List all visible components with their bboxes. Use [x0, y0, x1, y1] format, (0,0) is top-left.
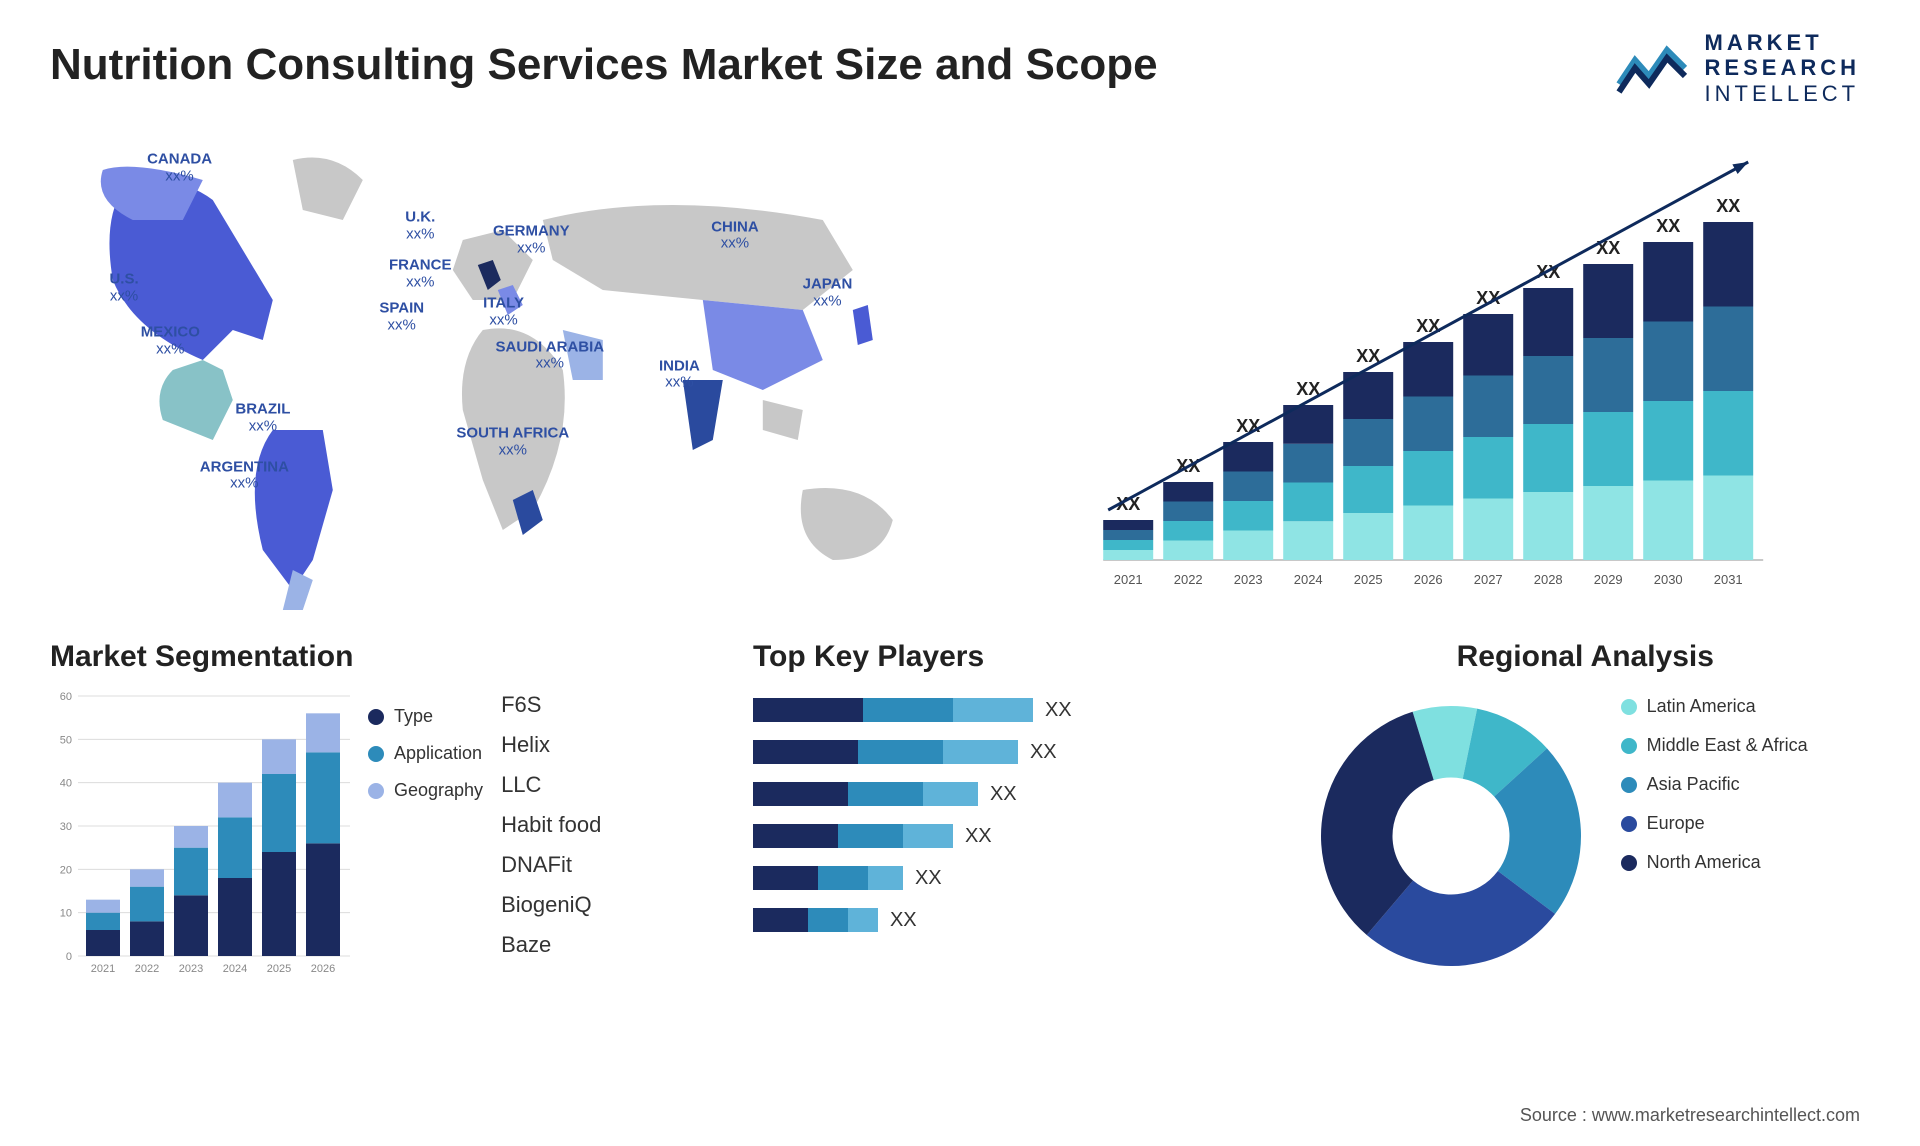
map-label-spain: SPAINxx%: [379, 301, 424, 334]
key-player-row: XX: [753, 866, 1271, 890]
svg-text:40: 40: [60, 778, 72, 790]
regional-legend: Latin America Middle East & Africa Asia Pa…: [1621, 686, 1808, 873]
svg-text:2031: 2031: [1713, 572, 1742, 587]
regional-legend-europe: Europe: [1621, 813, 1808, 834]
brand-logo: MARKET RESEARCH INTELLECT: [1615, 30, 1860, 106]
svg-text:XX: XX: [1716, 196, 1740, 216]
svg-text:30: 30: [60, 821, 72, 833]
svg-text:2022: 2022: [1173, 572, 1202, 587]
map-label-china: CHINAxx%: [711, 219, 759, 252]
map-label-canada: CANADAxx%: [147, 152, 212, 185]
segmentation-title: Market Segmentation: [50, 640, 723, 674]
logo-line1: MARKET: [1705, 30, 1860, 55]
map-label-mexico: MEXICOxx%: [141, 325, 200, 358]
key-player-row: XX: [753, 908, 1271, 932]
map-label-u-s-: U.S.xx%: [109, 272, 138, 305]
regional-title: Regional Analysis: [1301, 640, 1870, 674]
regional-legend-north-america: North America: [1621, 852, 1808, 873]
svg-text:2025: 2025: [267, 963, 291, 975]
list-item: DNAFit: [501, 852, 601, 878]
segmentation-chart: 0 10 20 30 40 50 60 2021 2022 2023 2024 2025 2026: [50, 686, 350, 986]
svg-text:10: 10: [60, 908, 72, 920]
svg-text:2025: 2025: [1353, 572, 1382, 587]
list-item: Habit food: [501, 812, 601, 838]
svg-text:2027: 2027: [1473, 572, 1502, 587]
svg-text:2022: 2022: [135, 963, 159, 975]
map-label-saudi-arabia: SAUDI ARABIAxx%: [496, 339, 605, 372]
key-players-panel: Top Key Players XX XX XX XX XX XX: [753, 640, 1271, 986]
key-player-row: XX: [753, 740, 1271, 764]
regional-panel: Regional Analysis Latin America Middle Ea…: [1301, 640, 1870, 986]
list-item: F6S: [501, 692, 601, 718]
svg-text:60: 60: [60, 691, 72, 703]
svg-text:2021: 2021: [91, 963, 115, 975]
map-label-brazil: BRAZILxx%: [235, 402, 290, 435]
svg-text:2024: 2024: [223, 963, 247, 975]
svg-text:XX: XX: [1656, 216, 1680, 236]
svg-text:2030: 2030: [1653, 572, 1682, 587]
svg-text:2026: 2026: [311, 963, 335, 975]
svg-text:2029: 2029: [1593, 572, 1622, 587]
map-label-italy: ITALYxx%: [483, 296, 524, 329]
map-label-u-k-: U.K.xx%: [405, 210, 435, 243]
segmentation-legend: Type Application Geography: [368, 686, 483, 986]
world-map: CANADAxx% U.S.xx%MEXICOxx% BRAZILxx% ARGENT…: [50, 130, 976, 610]
svg-text:2026: 2026: [1413, 572, 1442, 587]
regional-legend-latin-america: Latin America: [1621, 696, 1808, 717]
map-label-argentina: ARGENTINAxx%: [200, 459, 289, 492]
seg-legend-type: Type: [368, 706, 483, 727]
svg-text:50: 50: [60, 734, 72, 746]
list-item: LLC: [501, 772, 601, 798]
key-player-row: XX: [753, 698, 1271, 722]
svg-text:2023: 2023: [179, 963, 203, 975]
svg-text:2023: 2023: [1233, 572, 1262, 587]
regional-legend-middle-east-africa: Middle East & Africa: [1621, 735, 1808, 756]
map-label-japan: JAPANxx%: [803, 277, 853, 310]
svg-text:2021: 2021: [1113, 572, 1142, 587]
list-item: Helix: [501, 732, 601, 758]
logo-line2: RESEARCH: [1705, 55, 1860, 80]
key-player-row: XX: [753, 782, 1271, 806]
logo-line3: INTELLECT: [1705, 81, 1860, 106]
logo-icon: [1615, 40, 1693, 96]
svg-text:2028: 2028: [1533, 572, 1562, 587]
svg-text:20: 20: [60, 864, 72, 876]
key-player-row: XX: [753, 824, 1271, 848]
list-item: BiogeniQ: [501, 892, 601, 918]
regional-legend-asia-pacific: Asia Pacific: [1621, 774, 1808, 795]
map-label-south-africa: SOUTH AFRICAxx%: [456, 426, 569, 459]
map-label-germany: GERMANYxx%: [493, 224, 570, 257]
growth-chart: XX2021XX2022XX2023XX2024XX2025XX2026XX20…: [1016, 130, 1870, 610]
svg-text:0: 0: [66, 951, 72, 963]
key-players-title: Top Key Players: [753, 640, 1271, 674]
seg-legend-application: Application: [368, 743, 483, 764]
regional-donut: [1301, 686, 1601, 986]
page-title: Nutrition Consulting Services Market Siz…: [50, 40, 1870, 90]
segmentation-panel: Market Segmentation 0 10 20 30 40 50 60 2021 202…: [50, 640, 723, 986]
list-item: Baze: [501, 932, 601, 958]
seg-legend-geography: Geography: [368, 780, 483, 801]
map-label-france: FRANCExx%: [389, 258, 452, 291]
svg-text:2024: 2024: [1293, 572, 1322, 587]
map-label-india: INDIAxx%: [659, 358, 700, 391]
segmentation-list: F6S Helix LLC Habit food DNAFit BiogeniQ Baze: [501, 686, 621, 986]
source-text: Source : www.marketresearchintellect.com: [1520, 1105, 1860, 1126]
key-players-chart: XX XX XX XX XX XX: [753, 686, 1271, 932]
